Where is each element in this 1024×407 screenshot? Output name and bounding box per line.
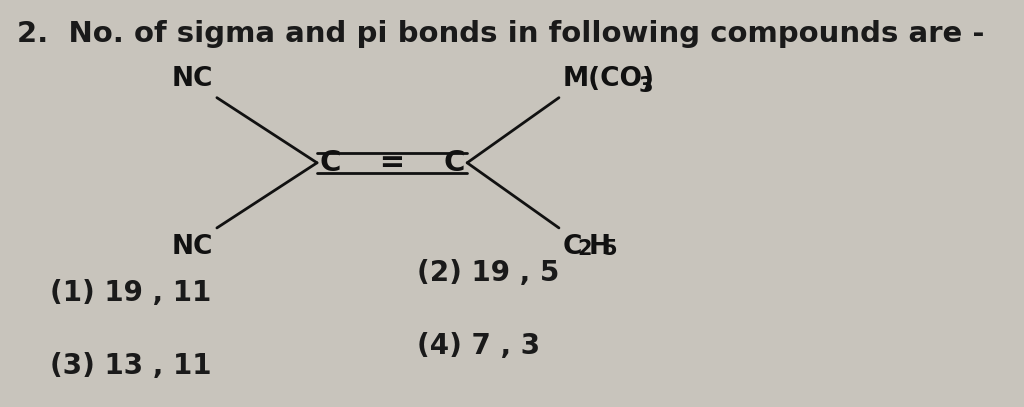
Text: NC: NC bbox=[171, 66, 213, 92]
Text: 3: 3 bbox=[638, 76, 652, 96]
Text: C: C bbox=[563, 234, 583, 260]
Text: =: = bbox=[369, 148, 416, 177]
Text: (3) 13 , 11: (3) 13 , 11 bbox=[50, 352, 212, 380]
Text: C: C bbox=[319, 149, 341, 177]
Text: (1) 19 , 11: (1) 19 , 11 bbox=[50, 279, 211, 307]
Text: (4) 7 , 3: (4) 7 , 3 bbox=[417, 332, 541, 360]
Text: NC: NC bbox=[171, 234, 213, 260]
Text: 2.  No. of sigma and pi bonds in following compounds are -: 2. No. of sigma and pi bonds in followin… bbox=[16, 20, 984, 48]
Text: 2: 2 bbox=[578, 239, 592, 259]
Text: H: H bbox=[588, 234, 610, 260]
Text: 5: 5 bbox=[602, 239, 616, 259]
Text: C: C bbox=[443, 149, 465, 177]
Text: M(CO): M(CO) bbox=[563, 66, 655, 92]
Text: (2) 19 , 5: (2) 19 , 5 bbox=[417, 259, 559, 287]
